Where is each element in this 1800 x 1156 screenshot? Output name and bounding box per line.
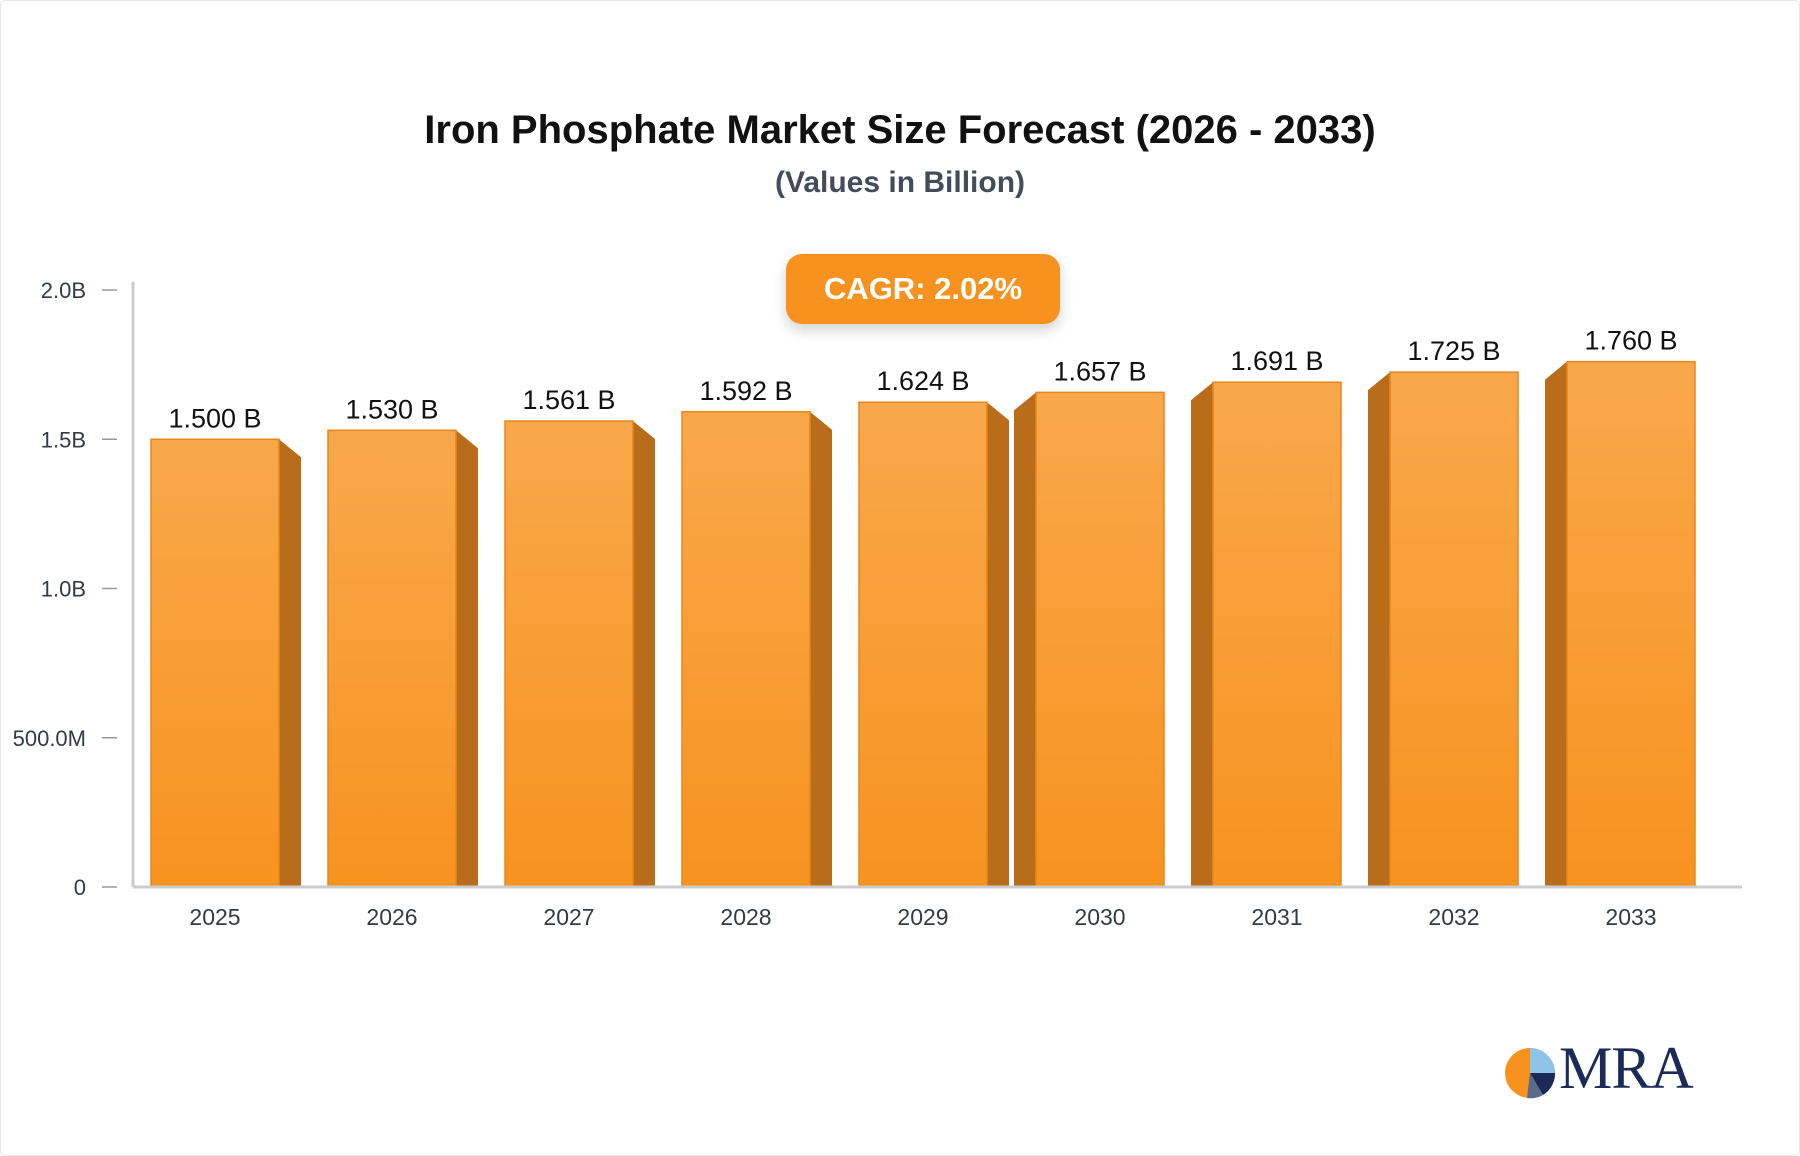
bar-side — [1191, 382, 1213, 887]
logo-text: MRA — [1559, 1035, 1694, 1101]
x-tick-label: 2031 — [1251, 904, 1302, 930]
bar-side — [987, 402, 1009, 887]
bar-2025: 1.500 B — [150, 403, 301, 888]
y-tick-label: 1.0B — [41, 577, 86, 602]
y-tick-label: 0 — [74, 875, 86, 900]
x-tick-label: 2033 — [1605, 904, 1656, 930]
bar-2028: 1.592 B — [681, 376, 832, 888]
bar-2031: 1.691 B — [1191, 346, 1342, 888]
bar-front — [1566, 360, 1696, 888]
data-label: 1.624 B — [876, 366, 969, 396]
x-tick-label: 2029 — [897, 904, 948, 930]
mra-logo: MRA — [1503, 1035, 1703, 1101]
x-tick-label: 2025 — [189, 904, 240, 930]
bar-2033: 1.760 B — [1545, 326, 1696, 888]
bars: 1.500 B 1.530 B 1.561 B 1.592 B 1.624 B 1.657… — [150, 326, 1696, 888]
bar-front — [150, 438, 280, 888]
bar-front — [858, 401, 988, 888]
bar-2030: 1.657 B — [1014, 356, 1165, 888]
data-label: 1.500 B — [168, 403, 261, 433]
bar-front — [327, 429, 457, 888]
bar-side — [810, 411, 832, 887]
bar-2032: 1.725 B — [1368, 336, 1519, 888]
bar-2029: 1.624 B — [858, 366, 1009, 888]
bar-front — [1035, 391, 1165, 888]
bar-side — [633, 421, 655, 887]
chart-title: Iron Phosphate Market Size Forecast (202… — [424, 108, 1376, 152]
x-tick-label: 2026 — [366, 904, 417, 930]
x-tick-label: 2032 — [1428, 904, 1479, 930]
bar-side — [1545, 361, 1567, 887]
bar-front — [1212, 381, 1342, 888]
y-axis: 0 500.0M 1.0B 1.5B 2.0B — [13, 278, 135, 900]
pie-chart-icon — [1505, 1048, 1556, 1099]
cagr-value: 2.02% — [934, 271, 1023, 306]
bar-2026: 1.530 B — [327, 394, 478, 888]
bar-side — [456, 430, 478, 887]
x-tick-label: 2030 — [1074, 904, 1125, 930]
bar-front — [681, 411, 811, 888]
bar-2027: 1.561 B — [504, 385, 655, 888]
x-axis: 2025 2026 2027 2028 2029 2030 2031 2032 2033 — [133, 885, 1742, 930]
data-label: 1.592 B — [699, 376, 792, 406]
y-tick-label: 1.5B — [41, 427, 86, 452]
chart-subtitle: (Values in Billion) — [774, 166, 1026, 199]
bar-side — [1368, 372, 1390, 887]
y-tick-label: 500.0M — [13, 726, 86, 751]
cagr-badge: CAGR: 2.02% — [786, 254, 1060, 324]
bar-front — [1389, 371, 1519, 888]
data-label: 1.530 B — [345, 394, 438, 424]
data-label: 1.657 B — [1053, 356, 1146, 386]
x-tick-label: 2027 — [543, 904, 594, 930]
data-label: 1.691 B — [1230, 346, 1323, 376]
data-label: 1.725 B — [1407, 336, 1500, 366]
data-label: 1.561 B — [522, 385, 615, 415]
y-tick-label: 2.0B — [41, 278, 86, 303]
bar-front — [504, 420, 634, 888]
bar-side — [1014, 392, 1036, 887]
bar-side — [279, 439, 301, 887]
cagr-label: CAGR: — [823, 271, 926, 306]
data-label: 1.760 B — [1584, 326, 1677, 356]
x-tick-label: 2028 — [720, 904, 771, 930]
